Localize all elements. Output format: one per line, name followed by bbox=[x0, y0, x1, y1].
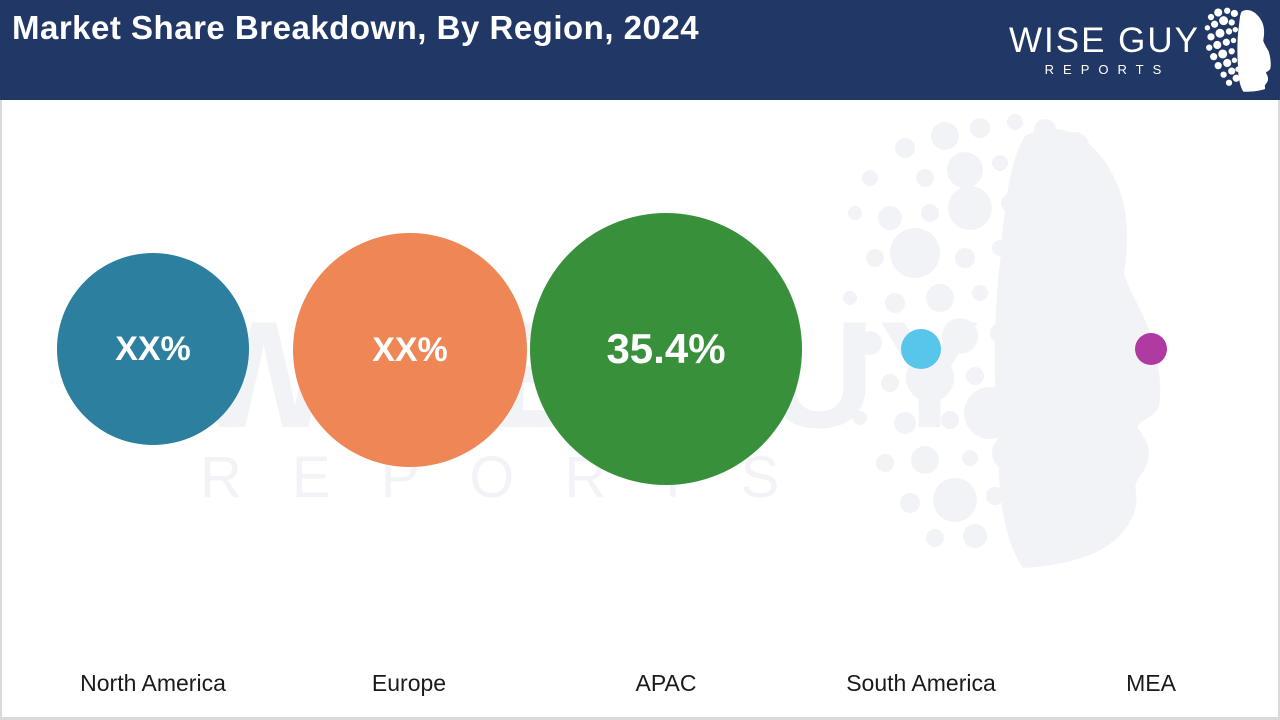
page-title: Market Share Breakdown, By Region, 2024 bbox=[12, 9, 700, 46]
category-label-apac: APAC bbox=[635, 670, 697, 696]
logo-text: WISE GUY REPORTS bbox=[1009, 21, 1200, 77]
bubble-europe: XX% bbox=[293, 233, 527, 467]
wiseguy-head-icon bbox=[1204, 7, 1271, 92]
bottom-border-rule bbox=[0, 717, 1280, 720]
bubble-value: XX% bbox=[372, 330, 448, 369]
header: Market Share Breakdown, By Region, 2024 … bbox=[0, 0, 1280, 100]
wiseguy-logo: WISE GUY REPORTS bbox=[1009, 6, 1274, 92]
category-label-north-america: North America bbox=[80, 670, 226, 696]
chart-area: WISE GUY REPORTS XX% XX% 35.4% North Ame… bbox=[0, 100, 1280, 720]
bubble-apac: 35.4% bbox=[530, 213, 802, 485]
category-label-mea: MEA bbox=[1126, 670, 1176, 696]
category-label-south-america: South America bbox=[846, 670, 996, 696]
bubble-south-america bbox=[901, 329, 941, 369]
right-border-rule bbox=[1278, 100, 1280, 720]
category-label-europe: Europe bbox=[371, 670, 447, 696]
bubble-value: 35.4% bbox=[606, 325, 726, 372]
bubble-north-america: XX% bbox=[57, 253, 249, 445]
watermark-head-icon bbox=[843, 114, 1161, 568]
logo-sub: REPORTS bbox=[1044, 62, 1171, 77]
left-border-rule bbox=[0, 100, 2, 720]
logo-name: WISE GUY bbox=[1008, 21, 1200, 60]
bubble-value: XX% bbox=[115, 329, 191, 368]
bubble-mea bbox=[1135, 333, 1167, 365]
